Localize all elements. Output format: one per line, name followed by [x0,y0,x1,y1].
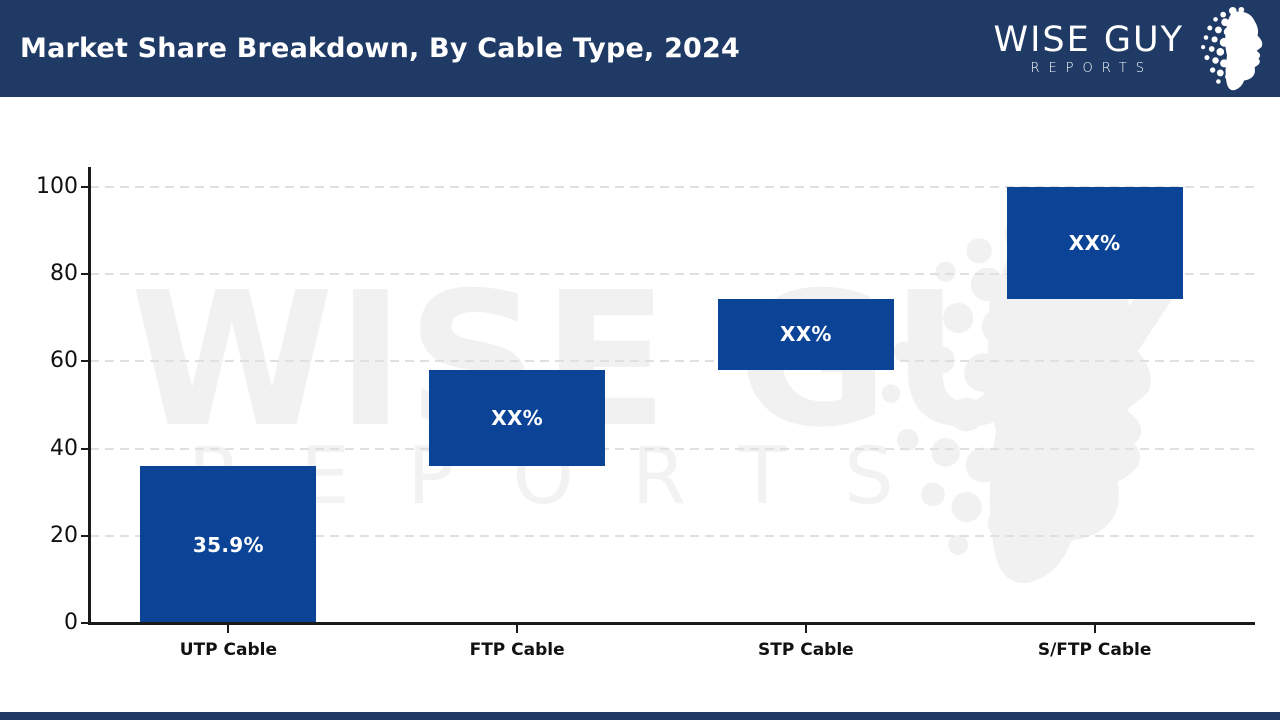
y-tick-mark [81,186,89,188]
footer-strip [0,712,1280,720]
x-axis-line [88,622,1255,625]
logo-text: WISE GUY REPORTS [993,19,1184,76]
bar-segment: 35.9% [140,466,317,623]
bar-value-label: XX% [779,322,832,347]
gridline-80 [90,273,1255,276]
gridline-40 [90,447,1255,450]
bar-value-label: 35.9% [192,532,264,557]
x-category-label: UTP Cable [179,640,277,660]
y-tick-label: 60 [50,348,78,374]
x-tick-mark [516,625,519,633]
x-category-label: STP Cable [758,640,854,660]
page-title: Market Share Breakdown, By Cable Type, 2… [20,33,741,64]
logo-head-dots-icon [1201,6,1263,90]
bar-value-label: XX% [1068,231,1121,256]
gridline-60 [90,360,1255,363]
header: Market Share Breakdown, By Cable Type, 2… [0,0,1280,97]
bar-value-label: XX% [491,406,544,431]
y-tick-mark [81,534,89,537]
x-tick-mark [804,625,807,633]
x-category-label: FTP Cable [469,640,565,660]
y-tick-mark [81,447,89,450]
bar-segment: XX% [1006,187,1183,300]
logo-reports: REPORTS [1030,60,1154,76]
y-tick-mark [81,622,89,624]
logo-wise-guy: WISE GUY [993,19,1184,60]
y-tick-label: 20 [50,522,78,548]
gridline-100 [90,186,1255,188]
y-tick-mark [81,360,89,363]
gridline-20 [90,534,1255,537]
y-tick-label: 80 [50,261,78,287]
wise-guy-reports-logo: WISE GUY REPORTS [993,6,1266,92]
y-tick-label: 40 [50,435,78,461]
watermark-head-dots-icon [881,217,1151,584]
y-tick-label: 0 [64,610,78,635]
x-tick-mark [1093,625,1096,633]
x-category-label: S/FTP Cable [1037,640,1152,660]
y-tick-label: 100 [36,174,78,199]
y-axis-line [88,167,91,625]
bar-segment: XX% [429,369,606,467]
y-tick-mark [81,273,89,276]
x-tick-mark [227,625,230,633]
bar-segment: XX% [717,299,894,370]
